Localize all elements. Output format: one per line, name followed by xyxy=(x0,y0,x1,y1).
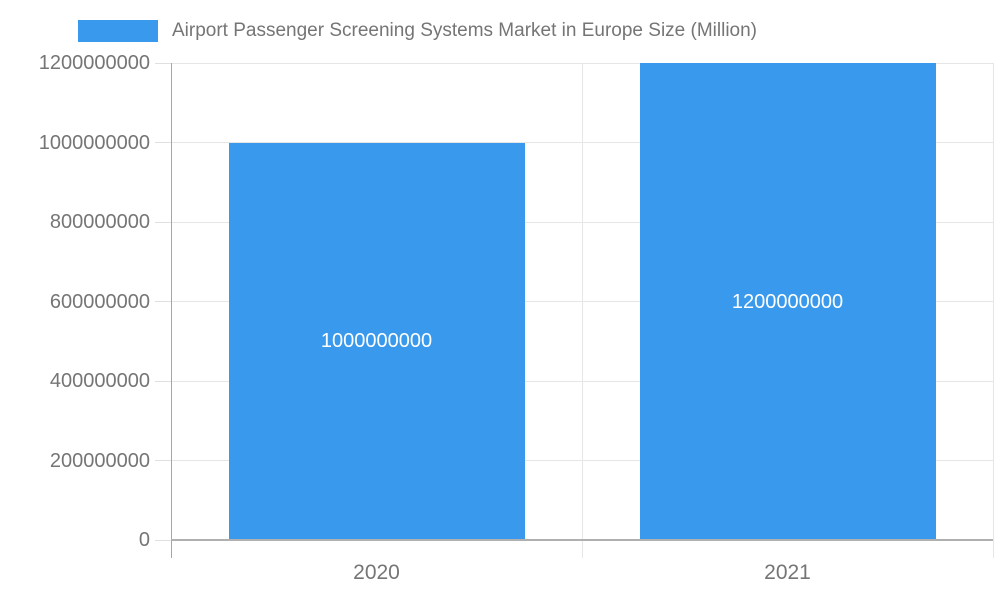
x-gridline xyxy=(581,63,583,558)
bar-value-label: 1000000000 xyxy=(320,330,433,353)
y-tick-mark xyxy=(155,221,171,223)
y-tick-mark xyxy=(155,460,171,461)
y-tick-label: 200000000 xyxy=(49,449,150,472)
legend-label: Airport Passenger Screening Systems Mark… xyxy=(172,20,758,41)
y-tick-mark xyxy=(155,539,171,541)
bar-2021[interactable]: 1200000000 xyxy=(639,63,936,540)
x-tick-label: 2020 xyxy=(353,561,400,584)
y-tick-label: 1200000000 xyxy=(38,52,150,74)
x-tick-label: 2021 xyxy=(764,561,811,584)
y-tick-label: 0 xyxy=(138,529,150,551)
y-tick-label: 800000000 xyxy=(49,211,150,233)
y-tick-label: 400000000 xyxy=(49,370,150,392)
y-tick-label: 600000000 xyxy=(49,290,150,313)
y-tick-mark xyxy=(155,380,171,382)
y-tick-mark xyxy=(155,62,171,64)
bar-value-label: 1200000000 xyxy=(731,290,844,313)
y-axis-line xyxy=(171,63,172,558)
y-tick-mark xyxy=(155,142,171,143)
bar-2020[interactable]: 1000000000 xyxy=(228,142,525,540)
x-axis-line xyxy=(171,539,993,541)
x-gridline xyxy=(992,63,994,558)
legend-swatch xyxy=(78,20,158,42)
legend: Airport Passenger Screening Systems Mark… xyxy=(78,20,757,42)
y-tick-label: 1000000000 xyxy=(38,131,150,154)
y-tick-mark xyxy=(155,301,171,302)
